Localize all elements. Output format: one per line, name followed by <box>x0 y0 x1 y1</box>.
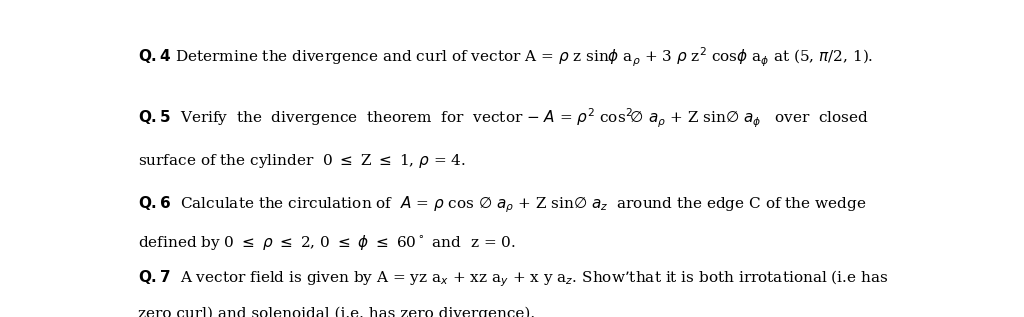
Text: defined by 0 $\leq$ $\rho$ $\leq$ 2, 0 $\leq$ $\phi$ $\leq$ 60$^\circ$ and  z = : defined by 0 $\leq$ $\rho$ $\leq$ 2, 0 $… <box>137 233 515 252</box>
Text: $\mathbf{Q.5}$  Verify  the  divergence  theorem  for  vector $-$ $\mathit{A}$ =: $\mathbf{Q.5}$ Verify the divergence the… <box>137 107 868 130</box>
Text: $\mathbf{Q.6}$  Calculate the circulation of  $\mathit{A}$ = $\rho$ cos $\varnot: $\mathbf{Q.6}$ Calculate the circulation… <box>137 194 866 215</box>
Text: $\mathbf{Q.7}$  A vector field is given by A = yz a$_x$ + xz a$_y$ + x y a$_z$. : $\mathbf{Q.7}$ A vector field is given b… <box>137 269 888 289</box>
Text: $\mathbf{Q.4}$ Determine the divergence and curl of vector A = $\rho$ z sin$\phi: $\mathbf{Q.4}$ Determine the divergence … <box>137 45 872 69</box>
Text: surface of the cylinder  0 $\leq$ Z $\leq$ 1, $\rho$ = 4.: surface of the cylinder 0 $\leq$ Z $\leq… <box>137 152 465 170</box>
Text: zero curl) and solenoidal (i.e. has zero divergence).: zero curl) and solenoidal (i.e. has zero… <box>137 307 535 317</box>
